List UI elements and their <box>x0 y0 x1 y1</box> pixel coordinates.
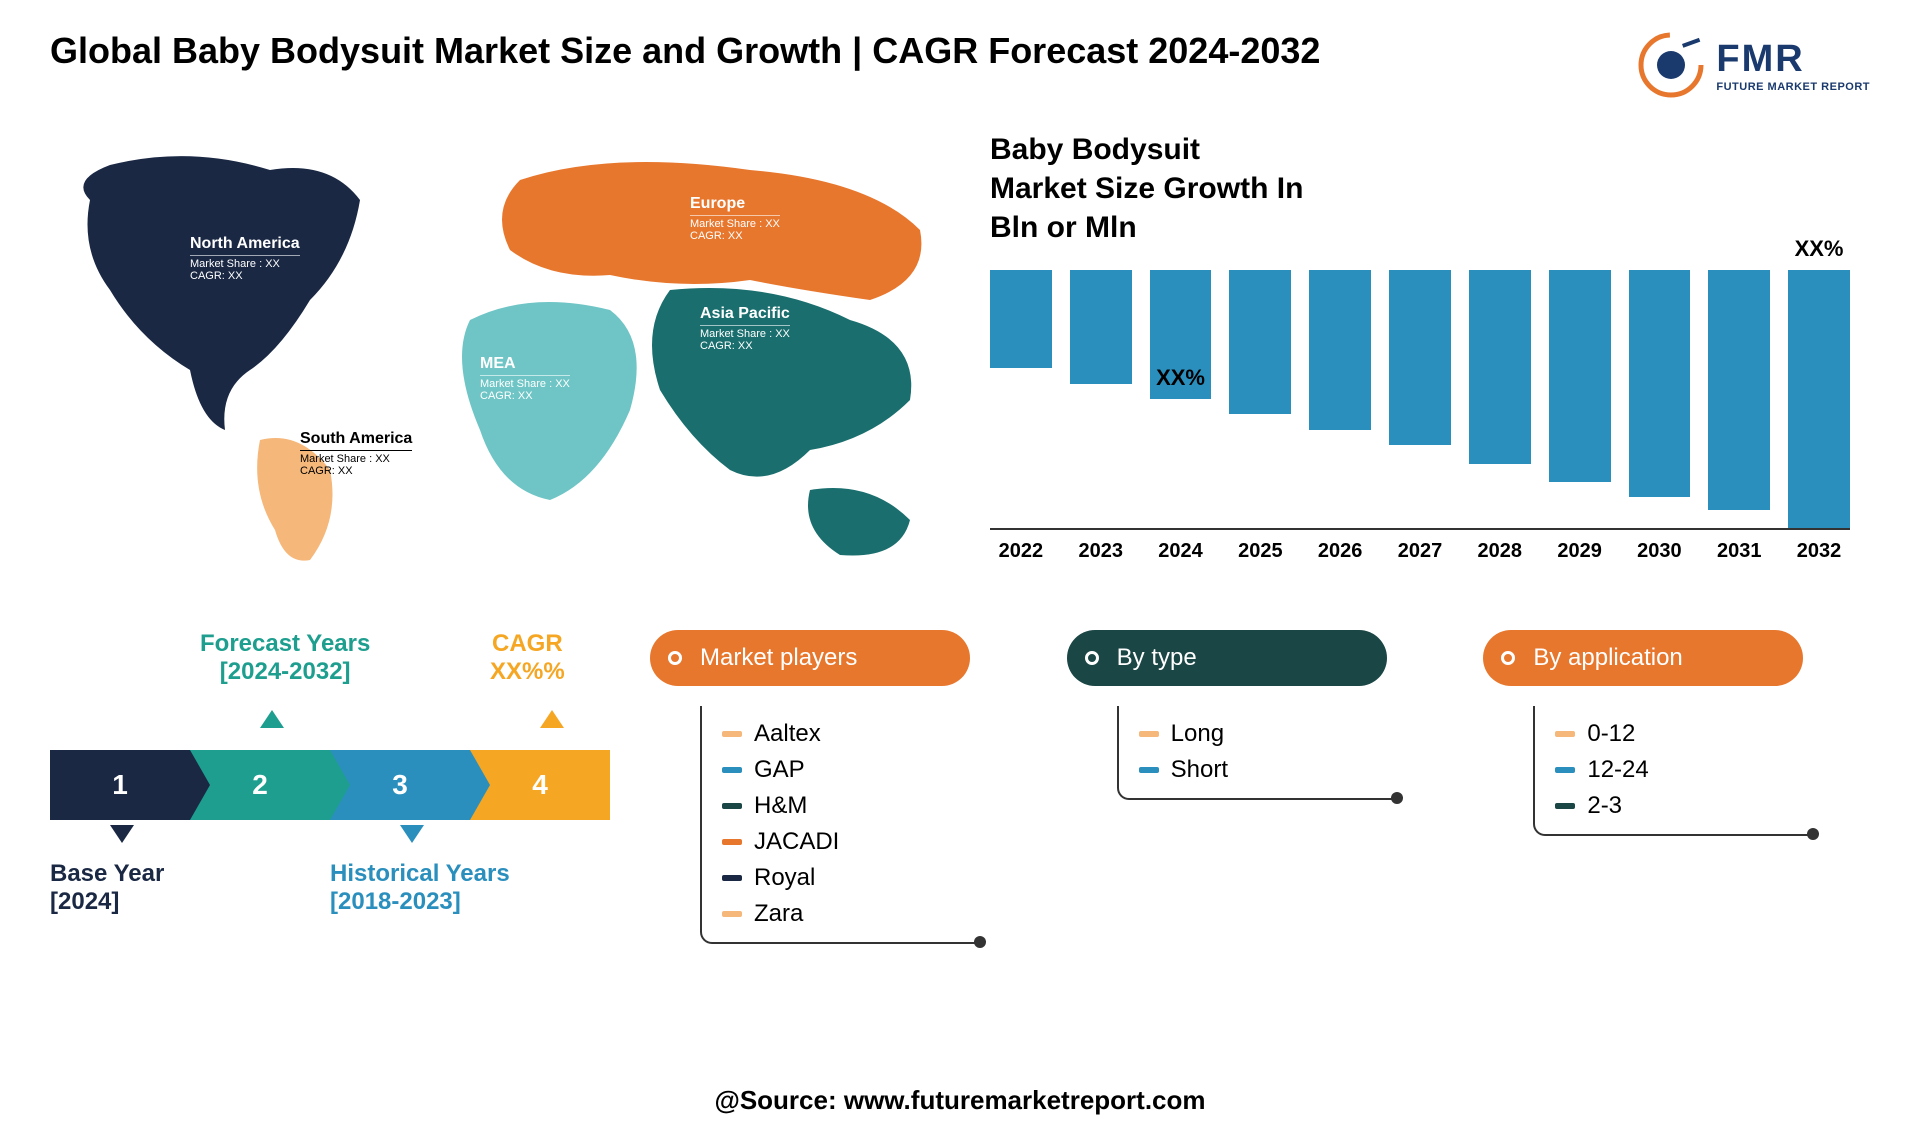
triangle-down-icon <box>400 825 424 843</box>
bar-2023: 2023 <box>1070 270 1132 528</box>
logo-text: FMR <box>1716 38 1870 81</box>
timeline-seg-4: 4 <box>470 750 610 820</box>
triangle-up-icon <box>260 710 284 728</box>
base-year-label: Base Year[2024] <box>50 860 164 916</box>
list-item: Aaltex <box>722 716 980 752</box>
list-item: H&M <box>722 788 980 824</box>
bar-2032: 2032XX% <box>1788 270 1850 528</box>
triangle-up-icon <box>540 710 564 728</box>
bar-2026: 2026 <box>1309 270 1371 528</box>
source-text: @Source: www.futuremarketreport.com <box>714 1085 1205 1116</box>
bar-chart: Baby Bodysuit Market Size Growth In Bln … <box>990 140 1870 570</box>
bar-2030: 2030 <box>1629 270 1691 528</box>
list-item: Short <box>1139 752 1397 788</box>
bar-2025: 2025 <box>1229 270 1291 528</box>
section-pill: Market players <box>650 630 970 686</box>
list-item: Zara <box>722 896 980 932</box>
cagr-label: CAGRXX%% <box>490 630 565 686</box>
region-mea-label: MEA Market Share : XX CAGR: XX <box>480 355 570 402</box>
market-players-section: Market players AaltexGAPH&MJACADIRoyalZar… <box>650 630 1037 950</box>
logo-subtext: FUTURE MARKET REPORT <box>1716 81 1870 93</box>
page-title: Global Baby Bodysuit Market Size and Gro… <box>50 30 1320 72</box>
bar-2027: 2027 <box>1389 270 1451 528</box>
section-pill: By type <box>1067 630 1387 686</box>
bar-2029: 2029 <box>1549 270 1611 528</box>
list-item: 0-12 <box>1555 716 1813 752</box>
section-list: LongShort <box>1117 706 1397 800</box>
world-map: North America Market Share : XX CAGR: XX… <box>50 140 950 570</box>
by-type-section: By type LongShort <box>1067 630 1454 950</box>
section-list: AaltexGAPH&MJACADIRoyalZara <box>700 706 980 944</box>
historical-label: Historical Years[2018-2023] <box>330 860 510 916</box>
section-list: 0-1212-242-3 <box>1533 706 1813 836</box>
bar-2024: 2024XX% <box>1150 270 1212 528</box>
bar-2022: 2022 <box>990 270 1052 528</box>
timeline-seg-1: 1 <box>50 750 190 820</box>
bar-2028: 2028 <box>1469 270 1531 528</box>
logo-icon <box>1636 30 1706 100</box>
timeline-seg-2: 2 <box>190 750 330 820</box>
forecast-label: Forecast Years[2024-2032] <box>200 630 370 686</box>
list-item: Royal <box>722 860 980 896</box>
region-na-label: North America Market Share : XX CAGR: XX <box>190 235 300 282</box>
triangle-down-icon <box>110 825 134 843</box>
bar-2031: 2031 <box>1708 270 1770 528</box>
timeline-seg-3: 3 <box>330 750 470 820</box>
region-ap-label: Asia Pacific Market Share : XX CAGR: XX <box>700 305 790 352</box>
region-eu-label: Europe Market Share : XX CAGR: XX <box>690 195 780 242</box>
timeline: Forecast Years[2024-2032] CAGRXX%% 1 2 3… <box>50 630 620 950</box>
list-item: 12-24 <box>1555 752 1813 788</box>
list-item: Long <box>1139 716 1397 752</box>
logo: FMR FUTURE MARKET REPORT <box>1636 30 1870 100</box>
list-item: GAP <box>722 752 980 788</box>
region-sa-label: South America Market Share : XX CAGR: XX <box>300 430 412 477</box>
list-item: JACADI <box>722 824 980 860</box>
list-item: 2-3 <box>1555 788 1813 824</box>
chart-title: Baby Bodysuit Market Size Growth In Bln … <box>990 130 1303 247</box>
section-pill: By application <box>1483 630 1803 686</box>
by-application-section: By application 0-1212-242-3 <box>1483 630 1870 950</box>
